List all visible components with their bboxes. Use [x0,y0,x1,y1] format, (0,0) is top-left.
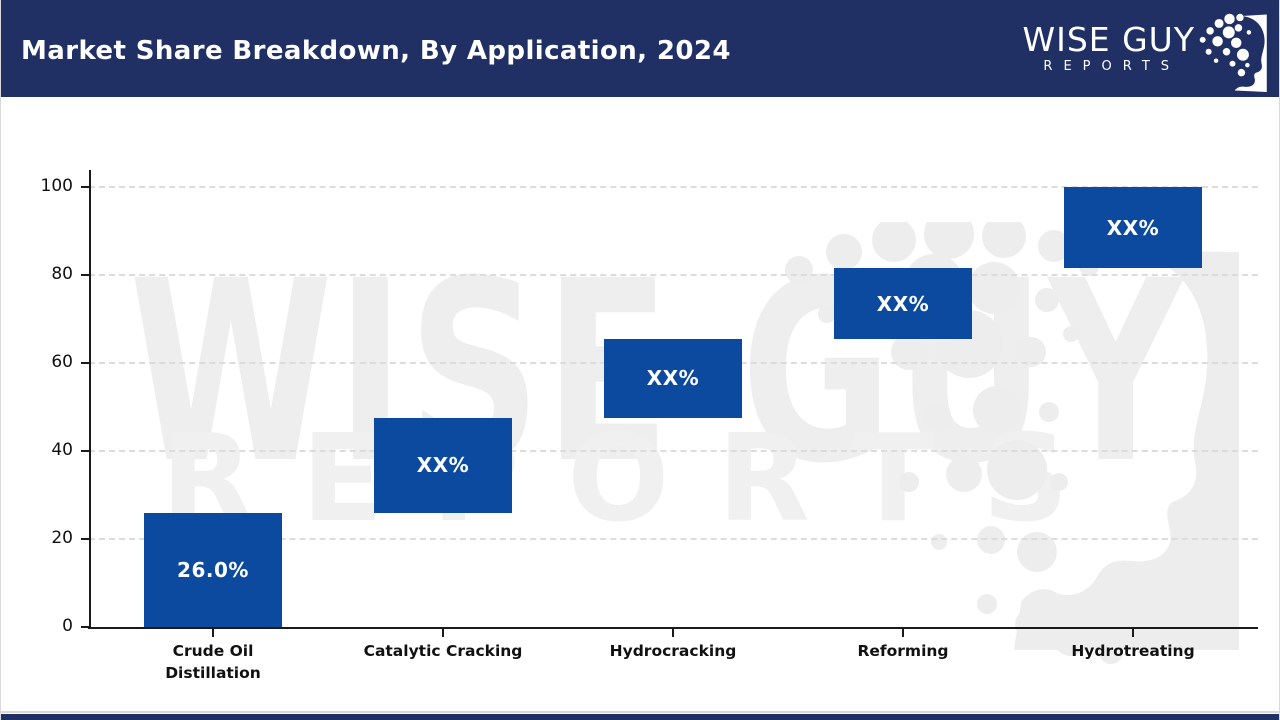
y-tick-20 [81,538,89,540]
x-category-label-0: Crude Oil Distillation [165,642,261,682]
y-tick-label-100: 100 [40,176,73,196]
header-bar: Market Share Breakdown, By Application, … [1,0,1279,97]
logo-wordmark: WISE GUY [1022,20,1195,59]
y-axis-line [89,170,91,629]
bar-hydrocracking: XX% [604,338,742,418]
x-category-label-3: Reforming [857,642,949,660]
bar-value-label: XX% [646,366,700,391]
x-tick-1 [442,629,444,637]
bar-value-label: XX% [416,453,470,478]
x-tick-0 [212,629,214,637]
bar-value-label: XX% [1106,215,1160,240]
logo-text: WISE GUY REPORTS [1022,23,1195,74]
bar-reforming: XX% [834,268,972,339]
y-tick-0 [81,626,89,628]
y-tick-label-20: 20 [51,528,73,548]
footer-bar [1,714,1279,720]
y-tick-40 [81,450,89,452]
bar-hydrotreating: XX% [1064,187,1202,269]
y-tick-label-40: 40 [51,440,73,460]
gridline-20 [89,538,1258,540]
y-tick-60 [81,362,89,364]
gridline-40 [89,450,1258,452]
divider-line [1,711,1279,713]
y-tick-80 [81,274,89,276]
y-tick-label-80: 80 [51,264,73,284]
x-tick-2 [672,629,674,637]
x-axis-line [88,627,1258,629]
x-category-label-2: Hydrocracking [609,642,737,660]
gridline-80 [89,274,1258,276]
x-category-label-1: Catalytic Cracking [363,642,523,660]
y-tick-label-0: 0 [62,616,73,636]
logo-subtext: REPORTS [1043,59,1181,74]
x-tick-3 [902,629,904,637]
bar-value-label: XX% [876,291,930,316]
y-tick-label-60: 60 [51,352,73,372]
gridline-100 [89,186,1258,188]
bar-value-label: 26.0% [177,557,249,582]
chart-title: Market Share Breakdown, By Application, … [21,36,731,66]
x-tick-4 [1132,629,1134,637]
bar-catalytic-cracking: XX% [374,418,512,513]
y-tick-100 [81,186,89,188]
x-category-label-4: Hydrotreating [1071,642,1195,660]
bar-crude-oil-distillation: 26.0% [144,512,282,627]
wiseguy-logo: WISE GUY REPORTS [1007,6,1267,92]
wiseguy-head-icon [1199,13,1267,92]
